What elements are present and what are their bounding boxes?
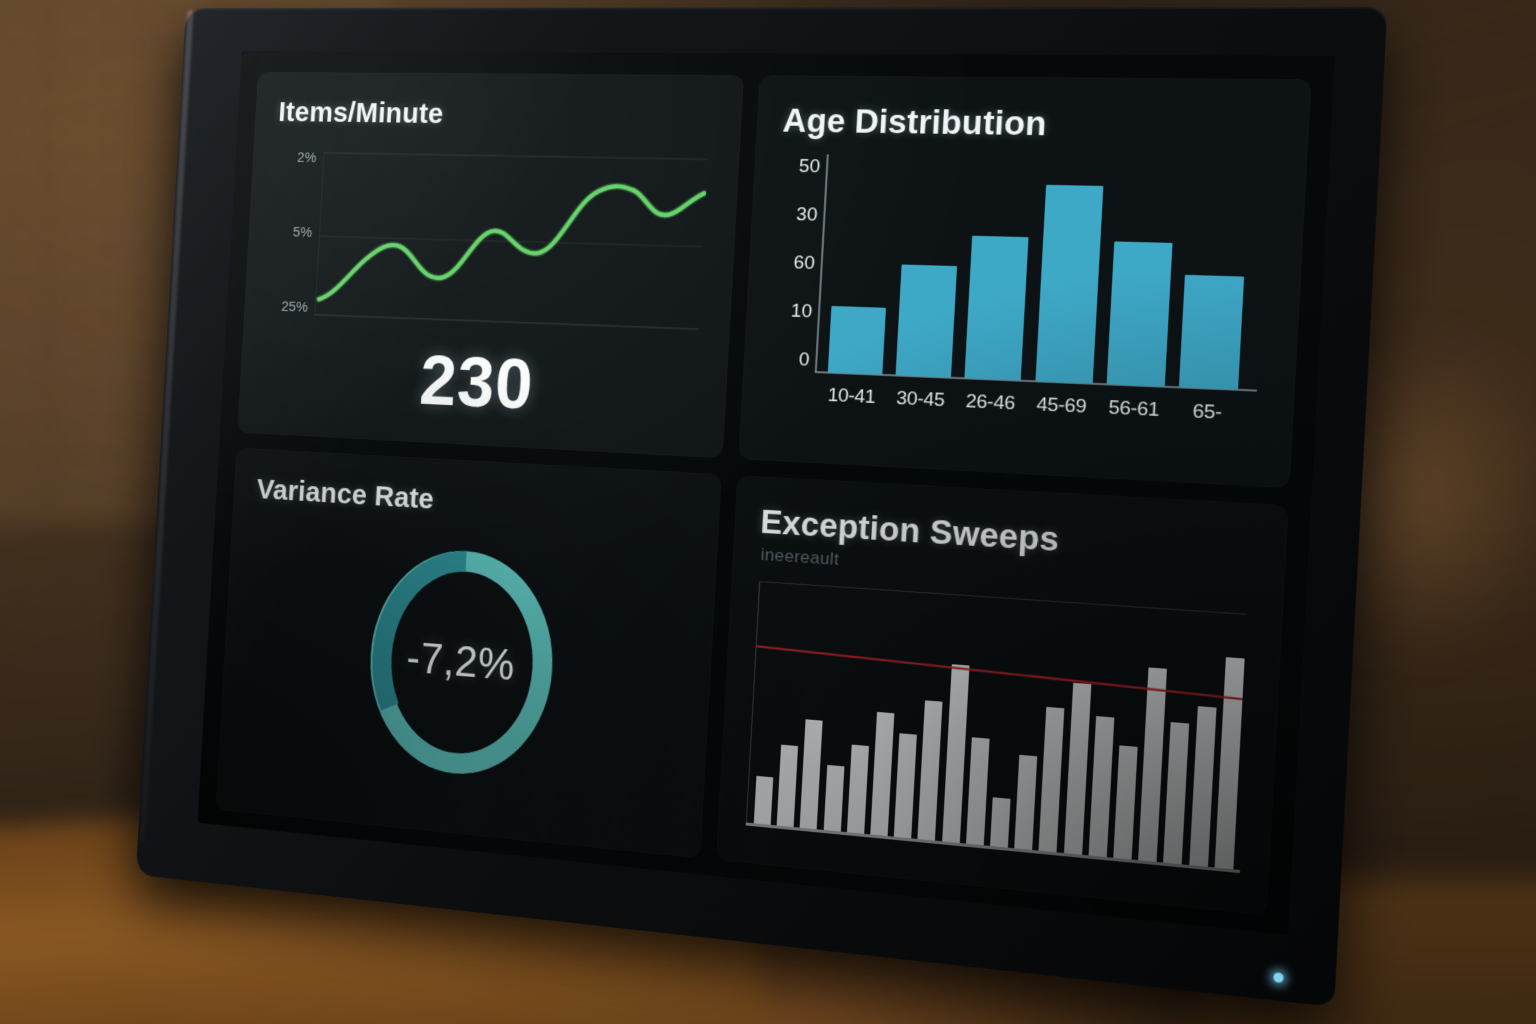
spark-chart-trend-line [746,581,1247,872]
line-chart-items-per-minute: 2% 5% 25% [267,149,714,330]
bar-chart-x-labels: 10-41 30-45 26-46 45-69 56-61 65- [817,384,1245,426]
bar-65-[interactable] [1179,274,1245,390]
panel-exception-sweeps[interactable]: Exception Sweeps ineereault [716,475,1289,916]
y-tick-2: 60 [793,252,816,275]
bar-chart-columns [821,156,1258,390]
monitor-screen: Items/Minute 2% 5% 25% [197,51,1336,935]
items-per-minute-value: 230 [417,342,536,425]
variance-rate-value: -7,2% [405,633,517,691]
y-tick-1: 30 [795,204,819,226]
y-tick-4: 0 [798,349,810,371]
donut-ring: -7,2% [355,535,568,794]
bar-26-46[interactable] [964,235,1029,381]
bar-chart-plot-area [819,156,1258,390]
panel-age-distribution[interactable]: Age Distribution 50 30 60 10 0 [738,75,1312,489]
x-label-45-69: 45-69 [1035,393,1088,418]
threshold-line [755,646,1244,699]
panel-title-items-per-minute: Items/Minute [277,96,445,130]
panel-title-age-distribution: Age Distribution [781,101,1048,143]
monitor: Items/Minute 2% 5% 25% [135,6,1388,1007]
y-tick-1: 5% [292,224,313,241]
line-chart-svg [314,150,708,336]
y-tick-2: 25% [280,298,309,316]
x-label-56-61: 56-61 [1107,396,1160,422]
bar-10-41[interactable] [827,305,886,375]
bar-30-45[interactable] [895,264,958,378]
x-label-26-46: 26-46 [965,390,1016,415]
panel-items-per-minute[interactable]: Items/Minute 2% 5% 25% [237,71,744,459]
bar-chart-age-distribution: 50 30 60 10 0 10-41 30-45 26-46 45-69 56-61 6… [767,150,1279,436]
panel-variance-rate[interactable]: Variance Rate -7,2% [215,447,722,859]
x-label-10-41: 10-41 [827,384,876,409]
y-tick-3: 10 [790,300,813,323]
x-label-65-: 65- [1192,400,1223,425]
line-chart-y-axis: 2% 5% 25% [267,149,317,316]
trend-line-svg [747,581,1247,846]
x-label-30-45: 30-45 [895,387,946,412]
bar-56-61[interactable] [1106,241,1173,387]
y-tick-0: 50 [798,155,821,178]
line-chart-plot-area [314,150,708,330]
bar-chart-exception-sweeps [744,581,1254,874]
bar-chart-y-axis: 50 30 60 10 0 [769,155,821,372]
donut-chart-variance-rate: -7,2% [241,519,693,814]
y-tick-0: 2% [296,149,317,166]
bar-45-69[interactable] [1035,184,1104,384]
dashboard-grid: Items/Minute 2% 5% 25% [197,51,1336,935]
